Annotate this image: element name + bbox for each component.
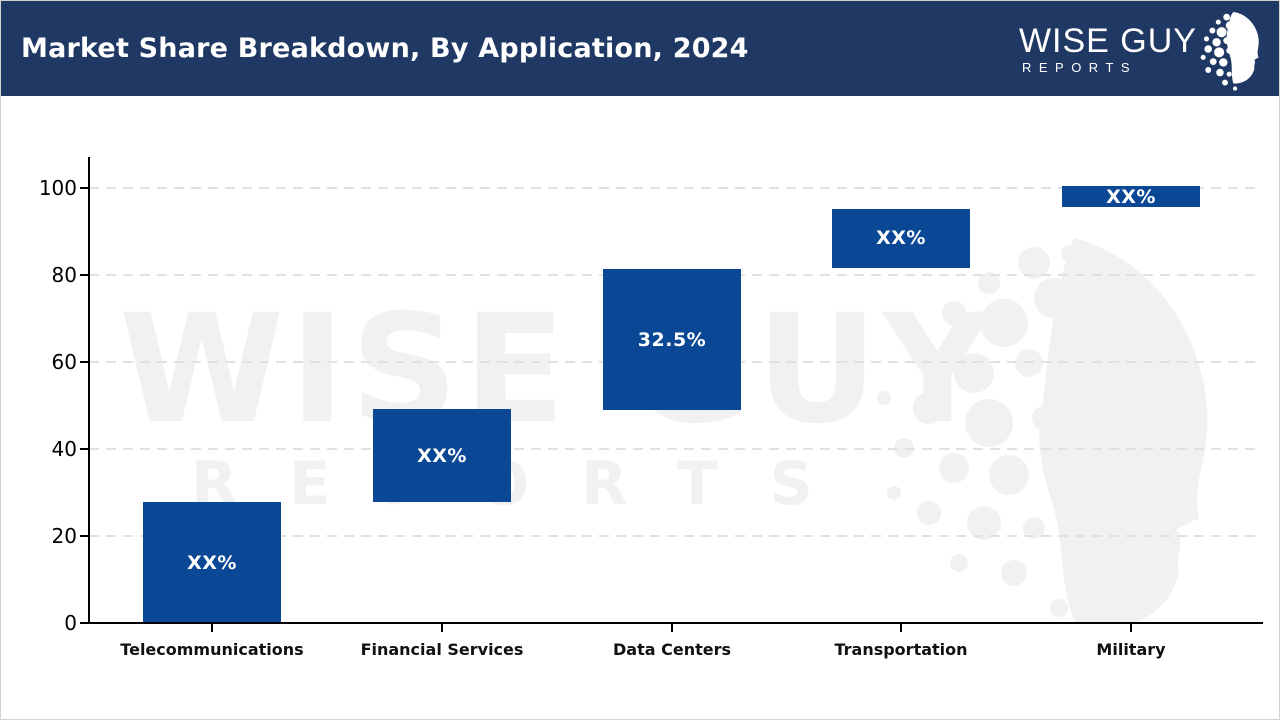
y-tick-label-80: 80 [51, 262, 77, 287]
dotted-head-icon [1200, 12, 1259, 91]
y-tick-40 [80, 447, 88, 450]
watermark-subtitle: REPORTS [191, 449, 865, 519]
y-tick-60 [80, 360, 88, 363]
bar-value-label: XX% [1106, 185, 1156, 208]
bar-data-centers: 32.5% [603, 268, 741, 411]
x-axis-label-2: Data Centers [613, 640, 731, 659]
x-tick-2 [671, 624, 673, 632]
bar-value-label: 32.5% [637, 328, 707, 351]
x-axis-label-0: Telecommunications [120, 640, 304, 659]
y-tick-100 [80, 186, 88, 189]
y-tick-label-20: 20 [51, 523, 77, 548]
watermark-wordmark: WISE GUY [119, 283, 997, 457]
y-tick-label-100: 100 [38, 175, 77, 200]
gridline-y-20 [89, 534, 1259, 537]
x-axis-line [88, 622, 1263, 624]
y-tick-label-60: 60 [51, 349, 77, 374]
logo-subtitle: REPORTS [1021, 60, 1138, 75]
x-tick-0 [211, 624, 213, 632]
x-axis-label-3: Transportation [834, 640, 968, 659]
y-tick-80 [80, 273, 88, 276]
y-tick-label-0: 0 [64, 611, 77, 635]
gridline-y-40 [89, 447, 1259, 450]
bar-value-label: XX% [187, 551, 237, 574]
x-tick-4 [1130, 624, 1132, 632]
y-tick-label-40: 40 [51, 436, 77, 461]
bar-value-label: XX% [417, 444, 467, 467]
x-tick-1 [441, 624, 443, 632]
chart-title: Market Share Breakdown, By Application, … [21, 33, 749, 64]
watermark-head-graphic [877, 238, 1208, 623]
y-tick-0 [80, 622, 88, 624]
logo-wordmark: WISE GUY [1018, 22, 1197, 60]
x-tick-3 [900, 624, 902, 632]
bar-military: XX% [1062, 185, 1200, 208]
gridline-y-100 [89, 186, 1259, 189]
bar-value-label: XX% [876, 227, 926, 250]
x-axis-label-4: Military [1096, 640, 1166, 659]
bar-financial-services: XX% [373, 408, 511, 503]
wise-guy-reports-logo: WISE GUY REPORTS [1019, 7, 1267, 91]
bar-telecommunications: XX% [143, 502, 281, 623]
bar-transportation: XX% [832, 208, 970, 268]
header-band: Market Share Breakdown, By Application, … [1, 1, 1279, 96]
x-axis-label-1: Financial Services [360, 640, 524, 659]
y-axis-line [88, 157, 90, 624]
logo-text: WISE GUY REPORTS [1019, 23, 1197, 75]
y-tick-20 [80, 534, 88, 537]
